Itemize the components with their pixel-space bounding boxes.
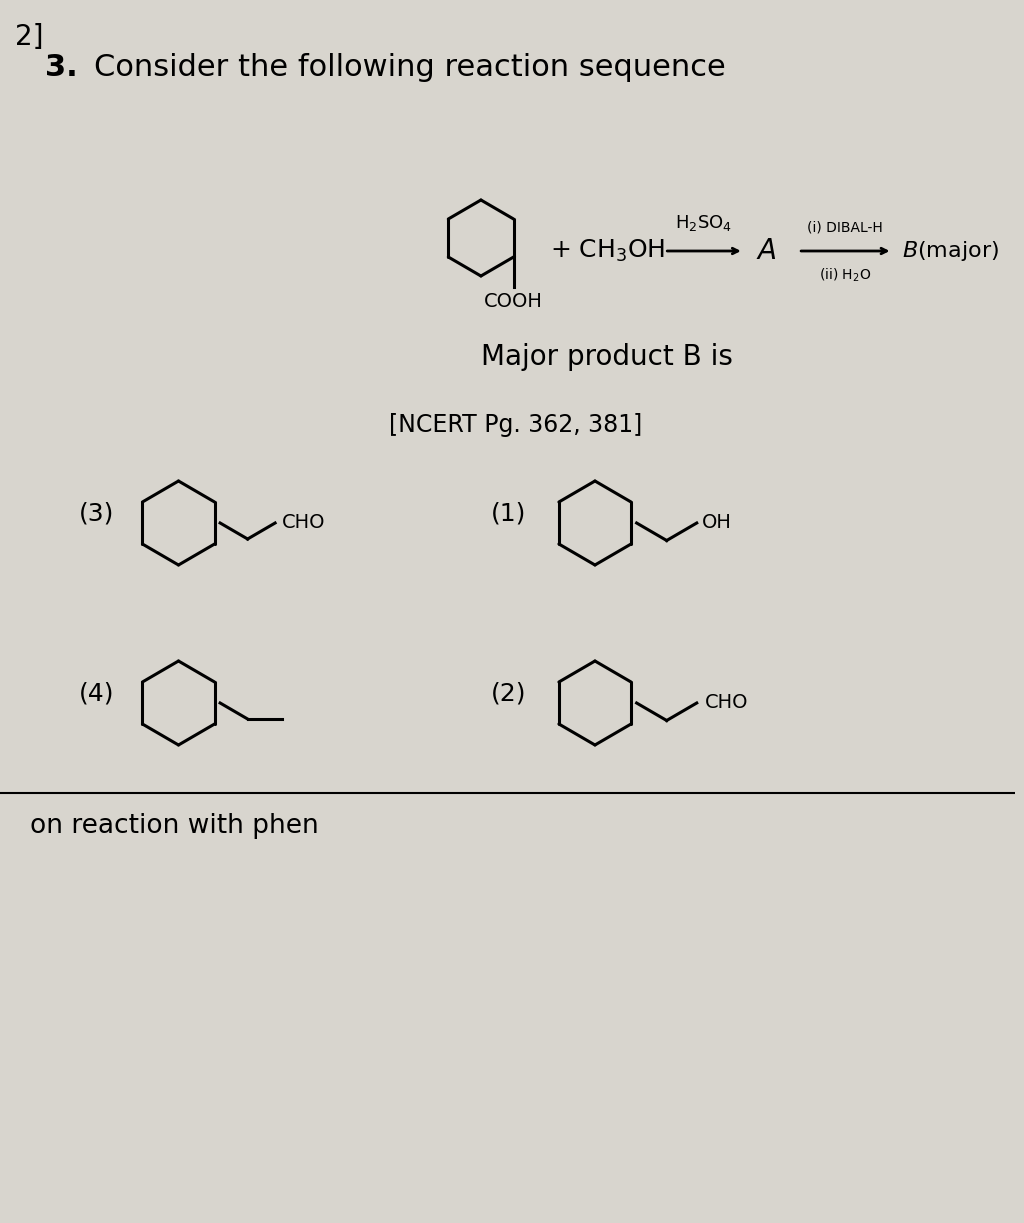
Text: (3): (3)	[79, 501, 115, 525]
Text: (1): (1)	[490, 501, 526, 525]
Text: + CH$_3$OH: + CH$_3$OH	[550, 238, 666, 264]
Text: Consider the following reaction sequence: Consider the following reaction sequence	[94, 53, 726, 82]
Text: $A$: $A$	[756, 237, 776, 265]
Text: CHO: CHO	[282, 514, 326, 532]
Text: Major product B is: Major product B is	[481, 342, 733, 371]
Text: (2): (2)	[490, 681, 526, 704]
Text: H$_2$SO$_4$: H$_2$SO$_4$	[676, 213, 733, 234]
Text: 3.: 3.	[45, 53, 78, 82]
Text: [NCERT Pg. 362, 381]: [NCERT Pg. 362, 381]	[389, 413, 642, 437]
Text: 2]: 2]	[15, 23, 43, 51]
Text: on reaction with phen: on reaction with phen	[30, 813, 318, 839]
Text: (i) DIBAL-H: (i) DIBAL-H	[808, 221, 884, 235]
Text: (ii) H$_2$O: (ii) H$_2$O	[819, 267, 871, 285]
Text: (4): (4)	[79, 681, 115, 704]
Text: OH: OH	[701, 514, 731, 532]
Text: $B$(major): $B$(major)	[902, 238, 999, 263]
Text: COOH: COOH	[484, 292, 543, 311]
Text: CHO: CHO	[705, 693, 749, 713]
